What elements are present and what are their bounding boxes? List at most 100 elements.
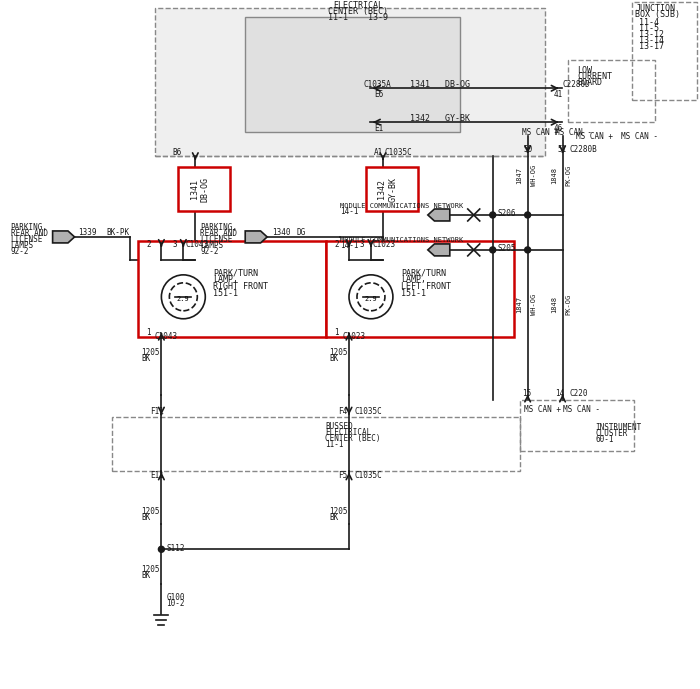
Text: MS CAN -: MS CAN - [622,132,659,141]
Text: 1340: 1340 [272,229,290,238]
Text: 1341: 1341 [190,179,199,199]
Bar [245,17,460,132]
Bar [519,400,634,451]
Text: 51: 51 [558,145,567,154]
Text: 92-2: 92-2 [200,247,219,256]
Text: 2: 2 [146,240,151,249]
Text: LAMP,: LAMP, [401,276,426,285]
Polygon shape [428,244,450,256]
Text: PARKING,: PARKING, [200,223,237,232]
Text: F5: F5 [338,471,347,480]
Text: MS CAN +: MS CAN + [524,405,561,414]
Text: 1205: 1205 [329,507,347,516]
Text: BOX (SJB): BOX (SJB) [636,10,680,19]
Text: LICENSE: LICENSE [10,236,43,245]
Text: C1035C: C1035C [385,147,413,156]
Text: C1023: C1023 [373,240,396,249]
Text: BK: BK [329,513,338,522]
Text: 14: 14 [556,389,565,398]
Text: 3: 3 [360,240,365,249]
Text: 41: 41 [554,90,563,99]
Text: 11-1: 11-1 [325,440,344,449]
Text: 10-2: 10-2 [167,599,185,608]
Text: 11-1    13-9: 11-1 13-9 [328,13,388,22]
Text: 3: 3 [172,240,177,249]
Text: 1341   DB-OG: 1341 DB-OG [410,80,470,89]
Text: CENTER (BEC): CENTER (BEC) [325,434,381,443]
Text: F4: F4 [338,407,347,416]
Text: BK: BK [141,354,150,363]
Text: C1043: C1043 [155,332,178,341]
Text: E1: E1 [374,123,383,133]
Text: LOW: LOW [578,65,592,75]
Text: LAMP,: LAMP, [214,276,238,285]
Text: 1: 1 [334,328,339,337]
Text: 46: 46 [554,123,563,133]
Text: 13-12: 13-12 [639,30,664,39]
Text: F11: F11 [150,407,164,416]
Circle shape [524,212,531,218]
Text: 1847: 1847 [517,296,523,313]
Text: MS CAN +: MS CAN + [575,132,612,141]
Circle shape [349,275,393,319]
Text: S112: S112 [167,544,185,553]
Bar [326,241,514,337]
Text: DG: DG [296,229,305,238]
Text: CLUSTER: CLUSTER [596,429,628,438]
Text: E6: E6 [374,90,383,99]
Text: C1035C: C1035C [355,471,383,480]
Text: RIGHT FRONT: RIGHT FRONT [214,282,268,291]
Text: C1023: C1023 [342,332,365,341]
Bar [139,241,326,337]
Text: BK: BK [329,354,338,363]
Text: 1848: 1848 [552,167,558,183]
Text: BK: BK [141,513,150,522]
Circle shape [490,247,496,253]
Text: 14-1: 14-1 [340,207,358,216]
Bar [178,167,230,211]
Text: 1205: 1205 [141,507,160,516]
Text: S205: S205 [498,245,516,254]
Text: MS CAN -: MS CAN - [554,127,591,136]
Text: 1205: 1205 [141,565,160,574]
Polygon shape [52,231,75,243]
Text: MS CAN +: MS CAN + [522,127,559,136]
Text: B6: B6 [172,147,181,156]
Text: 13-14: 13-14 [639,36,664,45]
Text: LICENSE: LICENSE [200,236,232,245]
Text: PARKING,: PARKING, [10,223,48,232]
Text: 60-1: 60-1 [596,435,614,444]
Text: C1035A: C1035A [364,80,392,89]
Text: 13-17: 13-17 [639,42,664,51]
Text: DB-OG: DB-OG [201,176,210,202]
Text: WH-OG: WH-OG [531,165,537,186]
Text: 92-2: 92-2 [10,247,29,256]
Polygon shape [245,231,267,243]
Text: 1342: 1342 [377,179,386,199]
Text: G100: G100 [167,593,185,601]
Text: MODULE COMMUNICATIONS NETWORK: MODULE COMMUNICATIONS NETWORK [340,203,463,209]
Bar [113,417,519,471]
Text: CENTER (BEC): CENTER (BEC) [328,7,388,16]
Text: GY-BK: GY-BK [389,176,398,202]
Text: WH-OG: WH-OG [531,294,537,316]
Text: BK-PK: BK-PK [106,229,130,238]
Text: 1847: 1847 [517,167,523,183]
Bar [366,167,418,211]
Text: C2280D: C2280D [563,80,590,89]
Text: CURRENT: CURRENT [578,72,612,81]
Circle shape [158,546,164,553]
Text: C1035C: C1035C [355,407,383,416]
Text: ELECTRICAL: ELECTRICAL [333,1,383,10]
Bar [568,61,655,122]
Text: 1205: 1205 [329,348,347,357]
Text: C1043: C1043 [186,240,209,249]
Text: C2280B: C2280B [570,145,597,154]
Text: 1342   GY-BK: 1342 GY-BK [410,114,470,123]
Text: LAMPS: LAMPS [10,241,34,250]
Text: 1205: 1205 [141,348,160,357]
Text: ELECTRICAL: ELECTRICAL [325,428,371,437]
Text: PARK/TURN: PARK/TURN [401,268,446,278]
Text: 1: 1 [146,328,151,337]
Text: E11: E11 [150,471,164,480]
